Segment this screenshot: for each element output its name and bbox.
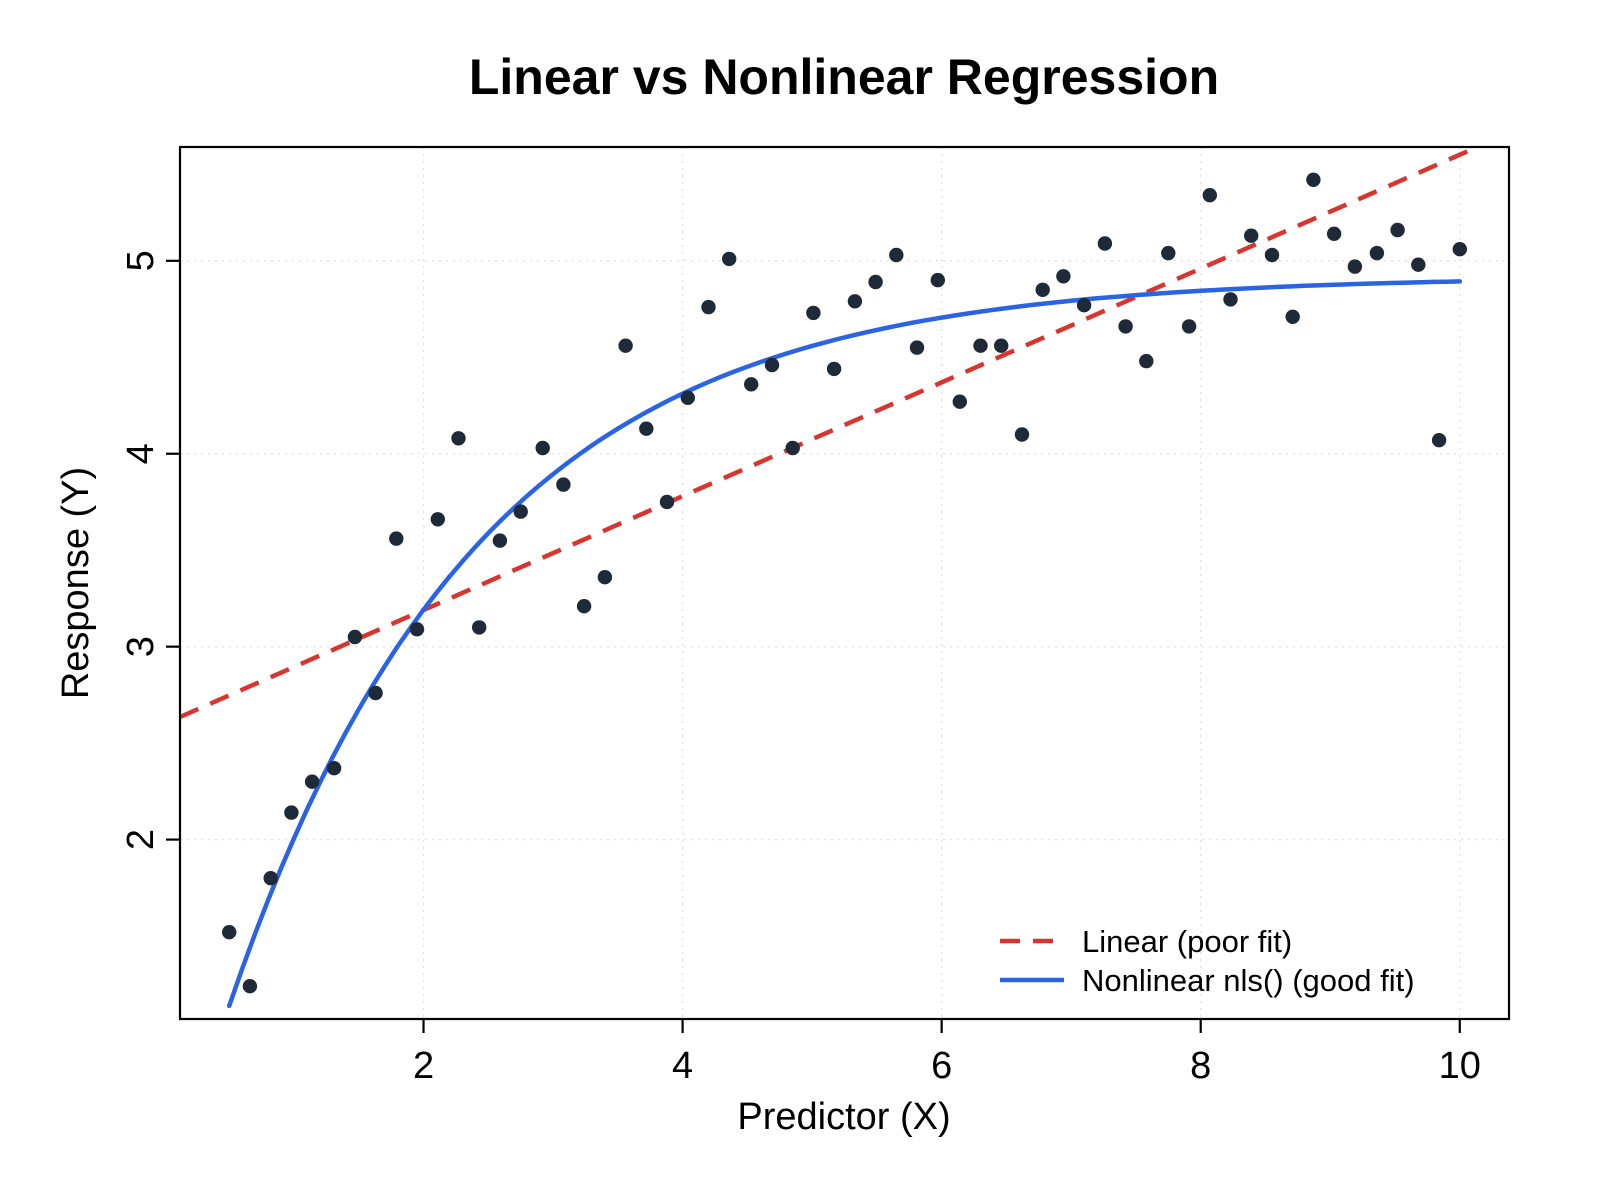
scatter-point bbox=[659, 494, 675, 510]
y-tick-label: 2 bbox=[120, 829, 162, 850]
scatter-point bbox=[492, 533, 508, 548]
x-tick-label: 8 bbox=[1190, 1045, 1211, 1087]
fit-lines bbox=[179, 144, 1479, 1009]
scatter-point bbox=[1097, 236, 1113, 251]
scatter-point bbox=[1411, 257, 1426, 272]
scatter-point bbox=[263, 871, 278, 886]
x-tick-label: 10 bbox=[1439, 1045, 1481, 1087]
scatter-point bbox=[618, 338, 633, 353]
scatter-point bbox=[409, 622, 425, 637]
axis-tick-labels: 2 4 6 8 10 2 3 4 5 bbox=[120, 250, 1481, 1087]
x-axis-label: Predictor (X) bbox=[737, 1096, 950, 1138]
scatter-point bbox=[1431, 433, 1447, 448]
scatter-point bbox=[1035, 282, 1050, 297]
scatter-point bbox=[1264, 247, 1280, 263]
scatter-point bbox=[556, 477, 571, 492]
axis-ticks bbox=[166, 259, 1461, 1033]
scatter-point bbox=[1244, 228, 1259, 243]
y-tick-label: 3 bbox=[120, 636, 162, 657]
scatter-point bbox=[451, 431, 466, 446]
scatter-point bbox=[535, 440, 550, 456]
scatter-point bbox=[994, 338, 1009, 353]
scatter-point bbox=[1181, 319, 1197, 334]
scatter-point bbox=[764, 357, 780, 373]
scatter-point bbox=[1326, 226, 1342, 241]
scatter-point bbox=[1014, 427, 1030, 442]
legend: Linear (poor fit) Nonlinear nls() (good … bbox=[1000, 924, 1415, 998]
chart-title: Linear vs Nonlinear Regression bbox=[469, 49, 1219, 105]
scatter-point bbox=[806, 305, 821, 321]
scatter-point bbox=[430, 512, 445, 527]
scatter-point bbox=[1118, 319, 1133, 334]
scatter-point bbox=[1369, 245, 1385, 261]
scatter-point bbox=[326, 761, 342, 776]
scatter-point bbox=[868, 274, 883, 290]
legend-label-linear: Linear (poor fit) bbox=[1082, 924, 1292, 959]
nonlinear-fit-curve bbox=[226, 279, 1463, 1009]
scatter-point bbox=[389, 531, 404, 546]
scatter-point bbox=[1076, 298, 1092, 313]
scatter-point bbox=[242, 979, 258, 994]
plot-border bbox=[178, 145, 1511, 1021]
scatter-point bbox=[1306, 172, 1321, 187]
scatter-point bbox=[347, 629, 363, 645]
y-tick-label: 4 bbox=[120, 443, 162, 464]
scatter-point bbox=[1390, 222, 1405, 238]
scatter-points bbox=[222, 172, 1468, 994]
y-axis-label: Response (Y) bbox=[55, 467, 97, 699]
scatter-point bbox=[785, 440, 800, 456]
scatter-point bbox=[1139, 353, 1154, 369]
scatter-point bbox=[909, 340, 925, 355]
scatter-point bbox=[889, 247, 904, 263]
scatter-point bbox=[847, 294, 863, 309]
legend-label-nonlinear: Nonlinear nls() (good fit) bbox=[1082, 963, 1415, 998]
gridlines bbox=[180, 147, 1509, 1019]
scatter-point bbox=[930, 272, 945, 288]
scatter-point bbox=[1452, 242, 1468, 257]
scatter-point bbox=[1056, 269, 1071, 284]
x-tick-label: 4 bbox=[672, 1045, 693, 1087]
scatter-point bbox=[826, 361, 842, 377]
scatter-point bbox=[576, 599, 592, 614]
scatter-point bbox=[472, 620, 487, 635]
scatter-point bbox=[1347, 259, 1363, 274]
x-tick-label: 2 bbox=[413, 1045, 434, 1087]
scatter-point bbox=[680, 390, 695, 405]
y-tick-label: 5 bbox=[120, 250, 162, 271]
scatter-point bbox=[304, 774, 320, 789]
scatter-point bbox=[744, 377, 759, 392]
scatter-point bbox=[1223, 292, 1238, 307]
scatter-point bbox=[222, 925, 237, 940]
x-tick-label: 6 bbox=[931, 1045, 952, 1087]
scatter-point bbox=[368, 685, 383, 701]
scatter-point bbox=[973, 338, 988, 353]
scatter-point bbox=[701, 299, 716, 315]
scatter-point bbox=[513, 504, 528, 519]
scatter-point bbox=[722, 251, 737, 267]
scatter-point bbox=[1285, 309, 1300, 324]
scatter-point bbox=[597, 570, 613, 585]
scatter-point bbox=[952, 394, 967, 409]
scatter-point bbox=[1202, 188, 1218, 203]
linear-fit-line bbox=[179, 144, 1479, 720]
scatter-point bbox=[284, 805, 299, 820]
scatter-point bbox=[639, 421, 654, 436]
scatter-point bbox=[1161, 245, 1176, 261]
